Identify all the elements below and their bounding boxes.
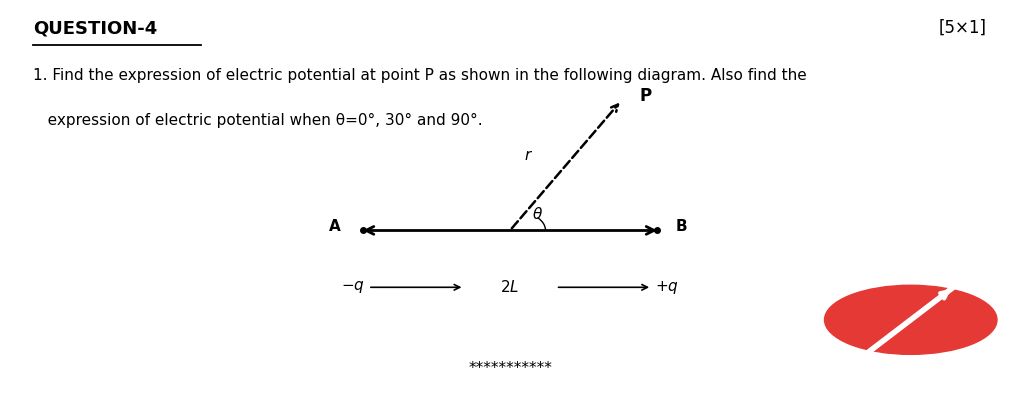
- Text: ***********: ***********: [468, 361, 552, 376]
- Circle shape: [824, 285, 997, 354]
- Text: P: P: [640, 87, 652, 105]
- Text: $\theta$: $\theta$: [532, 206, 544, 222]
- Text: 1. Find the expression of electric potential at point P as shown in the followin: 1. Find the expression of electric poten…: [33, 68, 807, 83]
- Text: expression of electric potential when θ=0°, 30° and 90°.: expression of electric potential when θ=…: [33, 112, 483, 128]
- Text: r: r: [524, 147, 530, 163]
- Text: $-q$: $-q$: [341, 279, 365, 295]
- Text: [5×1]: [5×1]: [939, 19, 987, 37]
- Text: A: A: [329, 219, 341, 234]
- Text: $+q$: $+q$: [655, 279, 679, 296]
- Text: B: B: [676, 219, 687, 234]
- Text: QUESTION-4: QUESTION-4: [33, 19, 158, 37]
- Text: $2L$: $2L$: [501, 279, 519, 295]
